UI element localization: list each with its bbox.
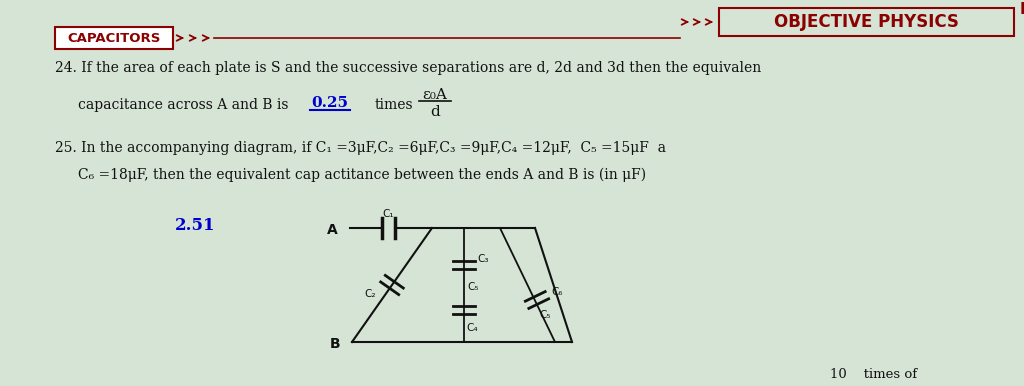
Text: A: A [328,223,338,237]
Text: d: d [430,105,440,119]
Text: 2.51: 2.51 [175,217,215,234]
Text: C₅: C₅ [539,310,551,320]
Text: 10    times of: 10 times of [830,369,918,381]
Text: C₆: C₆ [551,287,562,297]
Text: ε₀A: ε₀A [423,88,447,102]
Text: 24. If the area of each plate is S and the successive separations are d, 2d and : 24. If the area of each plate is S and t… [55,61,761,75]
Text: C₆ =18μF, then the equivalent cap actitance between the ends A and B is (in μF): C₆ =18μF, then the equivalent cap actita… [78,168,646,182]
Text: 25. In the accompanying diagram, if C₁ =3μF,C₂ =6μF,C₃ =9μF,C₄ =12μF,  C₅ =15μF : 25. In the accompanying diagram, if C₁ =… [55,141,666,155]
Text: 0.25: 0.25 [311,96,348,110]
Text: times: times [375,98,414,112]
Bar [55,27,173,49]
Text: C₄: C₄ [466,323,477,333]
Text: CAPACITORS: CAPACITORS [68,32,161,44]
Text: capacitance across A and B is: capacitance across A and B is [78,98,289,112]
Text: IIA: IIA [1020,2,1024,17]
Text: C₃: C₃ [477,254,488,264]
Text: C₁: C₁ [383,209,394,219]
Text: C₂: C₂ [365,289,376,299]
Text: C₅: C₅ [467,282,478,292]
Text: B: B [330,337,340,351]
Text: OBJECTIVE PHYSICS: OBJECTIVE PHYSICS [773,13,958,31]
Bar [719,8,1014,36]
